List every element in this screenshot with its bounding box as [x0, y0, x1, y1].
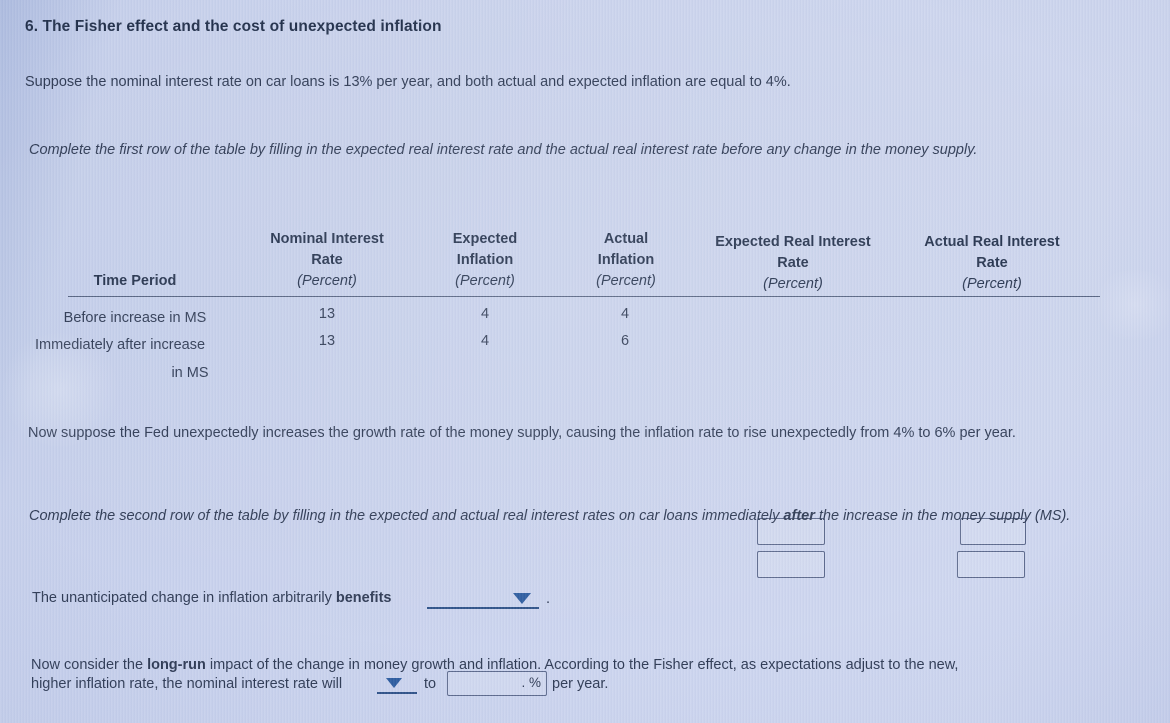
column-header-nominal-interest-rate: Nominal Interest Rate (Percent)	[270, 231, 384, 289]
long-run-part2: impact of the change in money growth and…	[205, 657, 959, 673]
benefits-sentence: The unanticipated change in inflation ar…	[32, 588, 732, 609]
chevron-down-icon[interactable]	[386, 678, 402, 688]
input-expected-real-rate-row1[interactable]	[757, 518, 825, 545]
input-actual-real-rate-row2[interactable]	[957, 551, 1025, 578]
direction-dropdown-underline	[377, 692, 417, 694]
instruction-first-row: Complete the first row of the table by f…	[29, 142, 978, 158]
column-header-actual-inflation: Actual Inflation (Percent)	[596, 231, 656, 289]
long-run-line2-text: higher inflation rate, the nominal inter…	[31, 676, 343, 692]
page-title: 6. The Fisher effect and the cost of une…	[25, 18, 442, 35]
benefits-sentence-emphasis: benefits	[335, 590, 392, 606]
to-label: to	[424, 676, 437, 692]
instruction-second-row-part1: Complete the second row of the table by …	[29, 508, 784, 524]
benefits-dropdown[interactable]	[427, 586, 539, 610]
cell-nominal-interest-rate: 13	[318, 333, 336, 349]
benefits-dropdown-underline	[427, 607, 539, 609]
fisher-effect-table: Time Period Nominal Interest Rate (Perce…	[0, 214, 1170, 578]
benefits-sentence-part1: The unanticipated change in inflation ar…	[32, 590, 336, 606]
table-header-rule	[68, 296, 1100, 297]
long-run-emphasis: long-run	[147, 657, 206, 673]
instruction-second-row-emphasis: after	[783, 508, 815, 524]
column-header-expected-inflation: Expected Inflation (Percent)	[452, 231, 518, 289]
instruction-second-row: Complete the second row of the table by …	[29, 506, 1099, 527]
per-year-label: per year.	[552, 676, 609, 692]
input-actual-real-rate-row1[interactable]	[960, 518, 1026, 545]
column-header-time-period-label: Time Period	[93, 273, 177, 289]
nominal-rate-input[interactable]: . %	[447, 671, 547, 696]
intro-paragraph: Suppose the nominal interest rate on car…	[25, 74, 791, 90]
row-label-immediately-after-increase-line2: in MS	[171, 365, 209, 381]
cell-nominal-interest-rate: 13	[318, 306, 336, 322]
cell-actual-inflation: 6	[620, 333, 630, 349]
long-run-part1: Now consider the	[31, 657, 148, 673]
row-label-before-increase: Before increase in MS	[63, 310, 207, 326]
row-label-immediately-after-increase: Immediately after increase	[34, 337, 206, 353]
long-run-paragraph: Now consider the long-run impact of the …	[31, 655, 1091, 676]
cell-actual-inflation: 4	[620, 306, 630, 322]
column-header-expected-real-interest-rate: Expected Real Interest Rate (Percent)	[715, 234, 871, 292]
benefits-sentence-period: .	[546, 591, 551, 607]
chevron-down-icon[interactable]	[513, 593, 531, 604]
cell-expected-inflation: 4	[480, 306, 490, 322]
now-suppose-paragraph: Now suppose the Fed unexpectedly increas…	[28, 425, 1016, 441]
input-expected-real-rate-row2[interactable]	[757, 551, 825, 578]
column-header-time-period: Time Period	[35, 271, 235, 292]
direction-dropdown[interactable]	[377, 672, 417, 696]
column-header-actual-real-interest-rate: Actual Real Interest Rate (Percent)	[924, 234, 1060, 292]
cell-expected-inflation: 4	[480, 333, 490, 349]
instruction-second-row-part2: the increase in the money supply (MS).	[814, 508, 1071, 524]
